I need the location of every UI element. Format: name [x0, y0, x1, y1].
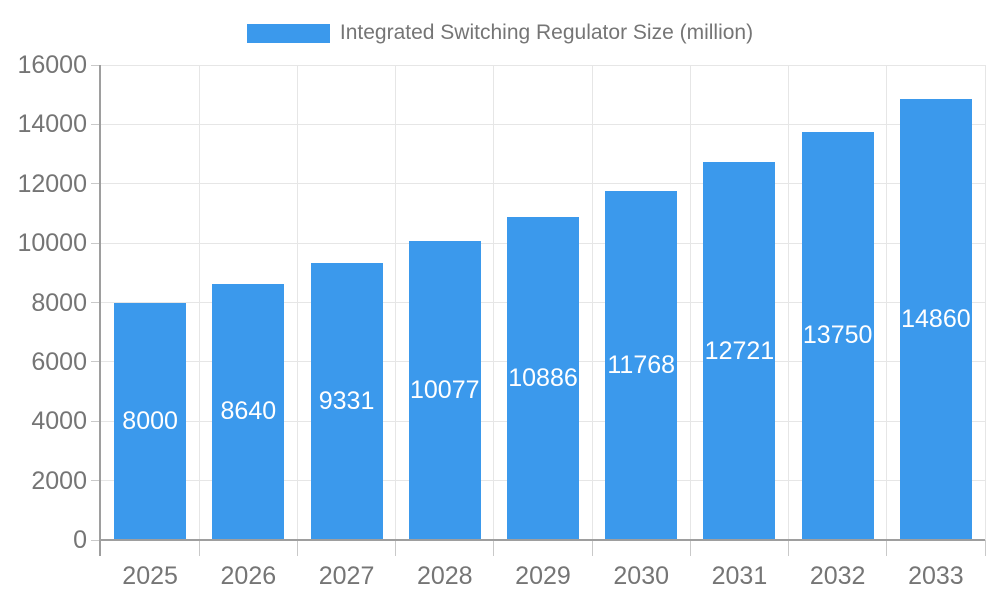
gridline-vertical — [198, 65, 200, 540]
bar-value-label: 8640 — [220, 397, 277, 426]
y-axis-tick — [91, 480, 101, 482]
y-axis-tick-label: 0 — [73, 526, 87, 554]
gridline-vertical — [689, 65, 691, 540]
gridline-vertical — [296, 65, 298, 540]
x-axis-tick — [198, 540, 200, 556]
y-axis-tick-label: 12000 — [17, 169, 87, 198]
x-axis-tick — [984, 540, 986, 556]
y-axis-tick — [91, 420, 101, 422]
y-axis-tick-label: 8000 — [31, 288, 87, 317]
x-axis-tick — [395, 540, 397, 556]
y-axis-tick — [91, 64, 101, 66]
gridline-vertical — [493, 65, 495, 540]
x-axis-category-label: 2028 — [416, 562, 473, 590]
y-axis-tick — [91, 539, 101, 541]
x-axis-category-label: 2025 — [122, 562, 178, 590]
x-axis-tick — [296, 540, 298, 556]
x-axis-category-label: 2033 — [908, 562, 964, 590]
gridline-vertical — [788, 65, 790, 540]
gridline-horizontal — [101, 64, 985, 66]
y-axis-tick — [91, 242, 101, 244]
bar-value-label: 9331 — [318, 386, 375, 415]
bar[interactable]: 10077 — [408, 240, 481, 539]
bar[interactable]: 13750 — [801, 131, 874, 539]
gridline-horizontal — [101, 183, 985, 185]
y-axis-tick-label: 6000 — [31, 347, 87, 376]
y-axis-tick — [91, 361, 101, 363]
bar[interactable]: 10886 — [507, 216, 579, 539]
bar-value-label: 13750 — [802, 321, 873, 350]
y-axis-tick-label: 16000 — [17, 51, 87, 79]
x-axis-tick — [788, 540, 790, 556]
y-axis-tick — [91, 183, 101, 185]
bar-value-label: 11768 — [607, 350, 676, 379]
x-axis-tick — [886, 540, 888, 556]
x-axis-category-label: 2032 — [809, 562, 866, 590]
bar-value-label: 14860 — [901, 304, 971, 333]
bar-value-label: 10077 — [410, 375, 480, 404]
bar-value-label: 10886 — [508, 363, 578, 392]
y-axis-tick-label: 14000 — [17, 110, 87, 139]
y-axis-tick — [91, 123, 101, 125]
y-axis-line — [99, 65, 101, 556]
x-axis-category-label: 2031 — [711, 562, 768, 590]
x-axis-category-label: 2029 — [515, 562, 571, 590]
gridline-horizontal — [101, 123, 985, 125]
x-axis-tick — [689, 540, 691, 556]
x-axis-category-label: 2026 — [220, 562, 277, 590]
x-axis-category-label: 2030 — [613, 562, 670, 590]
x-axis-line — [101, 539, 985, 541]
bar[interactable]: 11768 — [605, 190, 678, 539]
y-axis-tick-label: 2000 — [31, 466, 87, 495]
legend[interactable]: Integrated Switching Regulator Size (mil… — [0, 22, 1000, 44]
bar[interactable]: 8000 — [114, 302, 187, 539]
x-axis-tick — [493, 540, 495, 556]
legend-label: Integrated Switching Regulator Size (mil… — [339, 21, 754, 44]
bar-value-label: 8000 — [122, 406, 178, 435]
y-axis-tick-label: 10000 — [17, 229, 87, 258]
legend-swatch — [246, 23, 330, 43]
gridline-vertical — [984, 65, 986, 540]
gridline-vertical — [591, 65, 593, 540]
gridline-vertical — [395, 65, 397, 540]
y-axis-tick — [91, 302, 101, 303]
bar[interactable]: 9331 — [310, 262, 383, 539]
bar-value-label: 12721 — [704, 336, 775, 365]
gridline-vertical — [886, 65, 888, 540]
bar[interactable]: 14860 — [899, 98, 972, 539]
x-axis-tick — [591, 540, 593, 556]
y-axis-tick-label: 4000 — [31, 407, 87, 436]
bar[interactable]: 8640 — [212, 283, 285, 539]
x-axis-category-label: 2027 — [318, 562, 375, 590]
bar[interactable]: 12721 — [703, 162, 776, 539]
